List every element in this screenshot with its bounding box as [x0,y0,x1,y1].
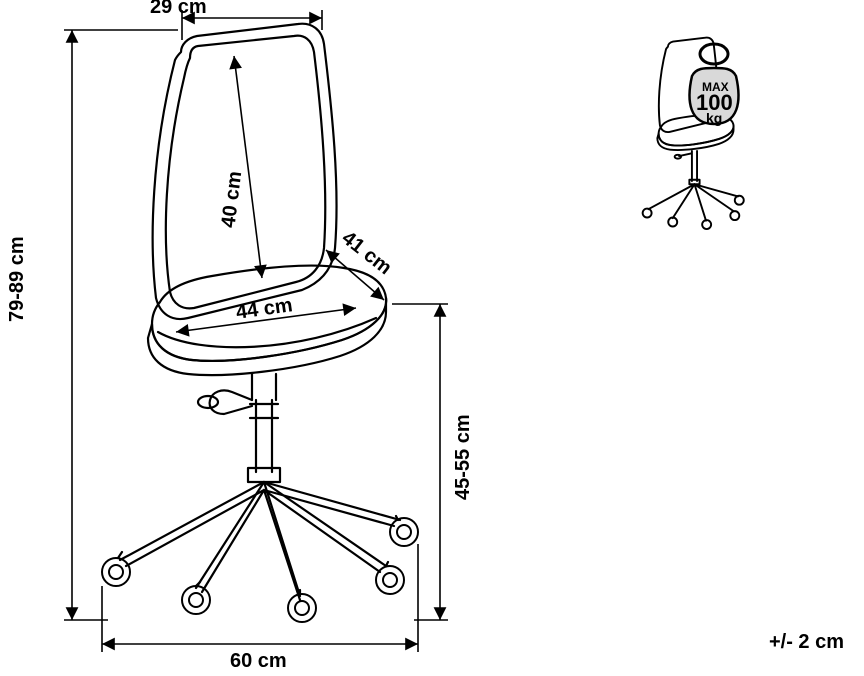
dim-back-top-width: 29 cm [150,0,207,19]
diagram-stage: 79-89 cm 45-55 cm 60 cm 29 cm 40 cm 41 c… [0,0,864,676]
dim-overall-height: 79-89 cm [6,236,29,322]
dimension-lines [64,10,448,652]
tolerance-note: +/- 2 cm [769,631,844,654]
chair-weight-view [643,38,744,229]
chair-main [102,24,418,622]
main-chair-drawing [0,0,864,676]
dim-base-width: 60 cm [230,650,287,673]
dim-seat-height: 45-55 cm [452,414,475,500]
max-weight-unit: kg [706,110,722,126]
